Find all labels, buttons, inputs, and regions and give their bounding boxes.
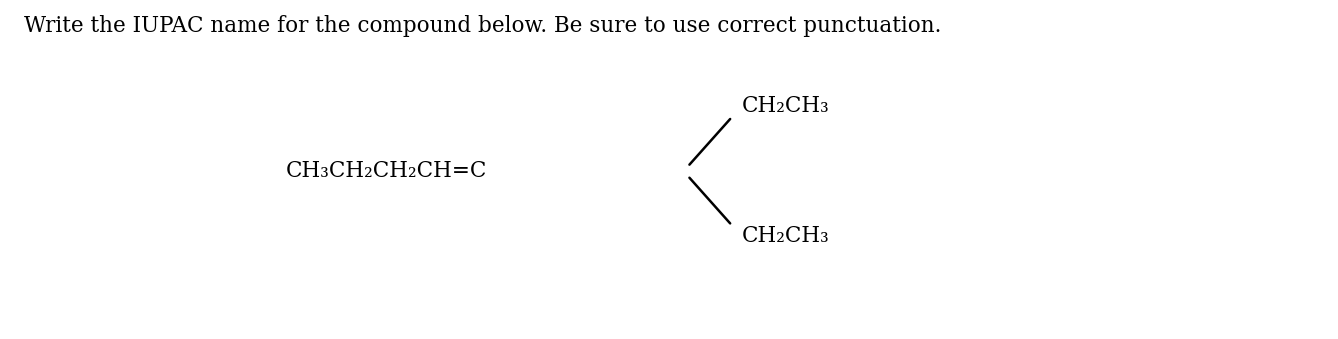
Text: Write the IUPAC name for the compound below. Be sure to use correct punctuation.: Write the IUPAC name for the compound be… <box>24 15 942 37</box>
Text: CH₂CH₃: CH₂CH₃ <box>741 225 830 247</box>
Text: CH₂CH₃: CH₂CH₃ <box>741 95 830 117</box>
Text: CH₃CH₂CH₂CH=C: CH₃CH₂CH₂CH=C <box>286 160 487 182</box>
